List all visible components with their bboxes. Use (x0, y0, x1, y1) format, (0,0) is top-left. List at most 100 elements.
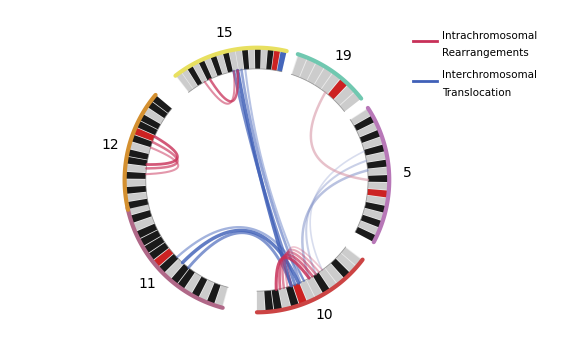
Polygon shape (355, 227, 377, 242)
Polygon shape (362, 208, 385, 221)
Polygon shape (286, 285, 299, 308)
Polygon shape (215, 285, 227, 307)
Polygon shape (350, 108, 389, 242)
Polygon shape (354, 115, 376, 131)
Polygon shape (147, 101, 168, 118)
Polygon shape (300, 58, 316, 81)
Polygon shape (266, 48, 274, 70)
Polygon shape (147, 243, 169, 261)
Polygon shape (307, 62, 325, 85)
Polygon shape (129, 210, 152, 223)
Polygon shape (125, 164, 147, 172)
Polygon shape (306, 276, 323, 298)
Polygon shape (182, 68, 197, 89)
Polygon shape (126, 199, 148, 209)
Polygon shape (164, 259, 183, 279)
Polygon shape (260, 48, 267, 69)
Polygon shape (130, 135, 153, 147)
Polygon shape (300, 280, 315, 302)
Polygon shape (368, 175, 389, 182)
Polygon shape (255, 48, 261, 69)
Polygon shape (360, 129, 382, 143)
Polygon shape (176, 72, 193, 92)
Polygon shape (257, 291, 265, 312)
Polygon shape (223, 51, 233, 73)
Polygon shape (193, 62, 207, 83)
Text: 11: 11 (139, 277, 157, 291)
Polygon shape (331, 258, 350, 279)
Polygon shape (204, 57, 217, 78)
Polygon shape (242, 48, 249, 69)
Polygon shape (292, 54, 307, 77)
Polygon shape (313, 273, 331, 294)
Polygon shape (334, 85, 355, 105)
Polygon shape (170, 264, 189, 285)
Polygon shape (336, 253, 357, 273)
Text: 10: 10 (316, 308, 333, 322)
Polygon shape (358, 221, 380, 235)
Polygon shape (314, 67, 333, 89)
Polygon shape (135, 224, 157, 239)
Text: Translocation: Translocation (442, 88, 512, 98)
Polygon shape (199, 280, 214, 302)
Polygon shape (128, 203, 228, 308)
Polygon shape (293, 283, 307, 305)
Polygon shape (279, 288, 291, 310)
Polygon shape (319, 268, 338, 289)
Polygon shape (132, 217, 154, 231)
Polygon shape (151, 95, 172, 113)
Polygon shape (191, 276, 208, 298)
Polygon shape (125, 95, 172, 210)
Polygon shape (139, 114, 161, 129)
Text: Interchromosomal: Interchromosomal (442, 71, 537, 81)
Polygon shape (364, 144, 386, 156)
Polygon shape (126, 157, 147, 166)
Polygon shape (153, 248, 173, 267)
Polygon shape (362, 137, 384, 149)
Polygon shape (248, 48, 255, 69)
Polygon shape (210, 54, 222, 76)
Text: 12: 12 (102, 138, 119, 152)
Polygon shape (340, 92, 361, 112)
Text: Intrachromosomal: Intrachromosomal (442, 31, 538, 41)
Polygon shape (133, 127, 155, 141)
Polygon shape (127, 149, 149, 160)
Polygon shape (125, 172, 146, 179)
Polygon shape (128, 203, 150, 215)
Polygon shape (176, 48, 287, 93)
Polygon shape (325, 264, 344, 284)
Polygon shape (143, 107, 164, 124)
Polygon shape (271, 289, 282, 311)
Polygon shape (367, 159, 389, 168)
Polygon shape (365, 152, 387, 162)
Polygon shape (216, 53, 227, 74)
Polygon shape (235, 49, 244, 70)
Polygon shape (125, 179, 146, 186)
Polygon shape (257, 247, 362, 312)
Polygon shape (136, 121, 158, 135)
Polygon shape (357, 122, 379, 137)
Polygon shape (143, 237, 165, 254)
Polygon shape (206, 283, 220, 305)
Polygon shape (177, 269, 195, 290)
Polygon shape (277, 50, 287, 72)
Polygon shape (158, 254, 178, 274)
Polygon shape (350, 109, 372, 125)
Polygon shape (365, 202, 387, 213)
Polygon shape (368, 167, 389, 175)
Polygon shape (264, 290, 274, 312)
Text: 15: 15 (215, 26, 233, 40)
Text: Rearrangements: Rearrangements (442, 48, 529, 58)
Polygon shape (271, 49, 280, 71)
Polygon shape (361, 215, 383, 228)
Polygon shape (139, 230, 161, 247)
Polygon shape (229, 50, 238, 71)
Polygon shape (187, 65, 202, 86)
Polygon shape (198, 59, 212, 80)
Polygon shape (367, 189, 389, 198)
Text: 5: 5 (403, 166, 412, 180)
Polygon shape (125, 186, 146, 194)
Polygon shape (366, 195, 388, 205)
Polygon shape (291, 54, 361, 112)
Polygon shape (128, 142, 151, 153)
